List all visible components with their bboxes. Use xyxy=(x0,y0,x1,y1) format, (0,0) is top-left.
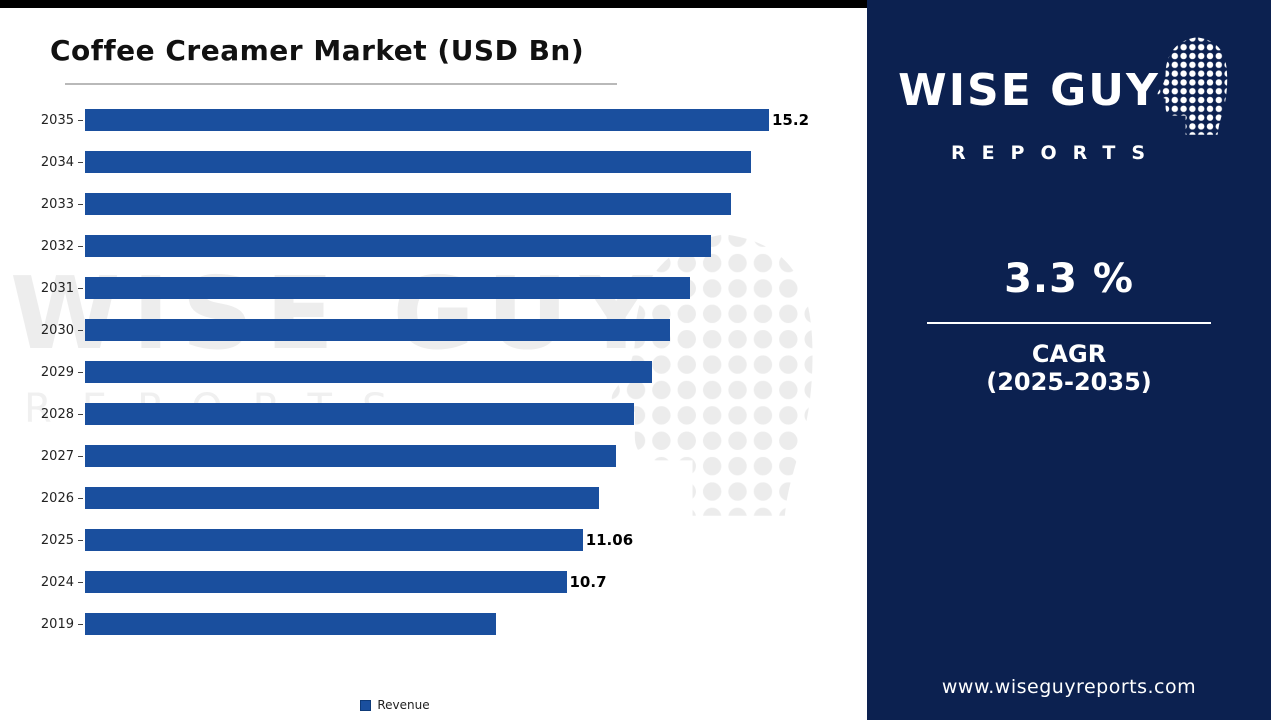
y-axis-tick-label: 2034 xyxy=(40,154,74,170)
brand-subname: REPORTS xyxy=(950,142,1162,164)
bar-track: 11.06 xyxy=(85,529,867,551)
chart-title: Coffee Creamer Market (USD Bn) xyxy=(50,34,585,67)
y-axis-tick-label: 2028 xyxy=(40,406,74,422)
axis-tick xyxy=(78,497,83,499)
axis-tick xyxy=(78,287,83,289)
y-axis-tick-label: 2030 xyxy=(40,322,74,338)
legend-label: Revenue xyxy=(377,698,430,712)
legend: Revenue xyxy=(0,698,790,712)
revenue-bar xyxy=(85,445,616,467)
bar-row: 2033 xyxy=(28,183,867,225)
brand-name: WISE GUY xyxy=(898,64,1160,116)
bar-row: 2030 xyxy=(28,309,867,351)
y-axis-tick-label: 2019 xyxy=(40,616,74,632)
bar-track xyxy=(85,361,867,383)
revenue-bar xyxy=(85,109,769,131)
axis-tick xyxy=(78,245,83,247)
bar-track xyxy=(85,445,867,467)
bar-track xyxy=(85,319,867,341)
bar-track xyxy=(85,193,867,215)
top-strip xyxy=(0,0,867,8)
legend-swatch xyxy=(360,699,372,711)
head-logo-icon xyxy=(1157,37,1228,135)
bar-row: 2024 10.7 xyxy=(28,561,867,603)
brand-logo: WISE GUY REPORTS xyxy=(867,37,1271,164)
bar-row: 2019 xyxy=(28,603,867,645)
y-axis-tick-label: 2025 xyxy=(40,532,74,548)
revenue-bar xyxy=(85,613,497,635)
axis-tick xyxy=(78,413,83,415)
bar-row: 2025 11.06 xyxy=(28,519,867,561)
revenue-bar xyxy=(85,529,583,551)
revenue-bar xyxy=(85,235,711,257)
axis-tick xyxy=(78,161,83,163)
y-axis-tick-label: 2024 xyxy=(40,574,74,590)
chart-panel: Coffee Creamer Market (USD Bn) WISE GUY … xyxy=(0,0,867,712)
bar-value-label: 10.7 xyxy=(569,573,607,591)
bar-track xyxy=(85,403,867,425)
revenue-bar xyxy=(85,403,634,425)
bar-track xyxy=(85,487,867,509)
cagr-block: 3.3 % CAGR (2025-2035) xyxy=(867,256,1271,396)
y-axis-tick-label: 2035 xyxy=(40,112,74,128)
bar-track: 10.7 xyxy=(85,571,867,593)
bar-value-label: 15.2 xyxy=(772,111,810,129)
bar-row: 2027 xyxy=(28,435,867,477)
axis-tick xyxy=(78,539,83,541)
bar-value-label: 11.06 xyxy=(585,531,634,549)
bar-track xyxy=(85,151,867,173)
title-underline xyxy=(65,83,617,85)
cagr-label: CAGR xyxy=(1031,340,1107,368)
revenue-bar xyxy=(85,361,652,383)
revenue-bar xyxy=(85,319,670,341)
cagr-divider xyxy=(927,322,1211,324)
axis-tick xyxy=(78,119,83,121)
plot-area: 2035 15.2 2034 2033 2032 2031 2030 2029 2028 2027… xyxy=(0,99,867,645)
y-axis-tick-label: 2033 xyxy=(40,196,74,212)
brand-panel: WISE GUY REPORTS 3.3 % CAGR (2025-2035) … xyxy=(867,0,1271,720)
bar-row: 2028 xyxy=(28,393,867,435)
axis-tick xyxy=(78,581,83,583)
bar-track: 15.2 xyxy=(85,109,867,131)
revenue-bar xyxy=(85,151,751,173)
y-axis-tick-label: 2031 xyxy=(40,280,74,296)
axis-tick xyxy=(78,455,83,457)
y-axis-tick-label: 2027 xyxy=(40,448,74,464)
bar-track xyxy=(85,235,867,257)
revenue-bar xyxy=(85,193,731,215)
axis-tick xyxy=(78,371,83,373)
bar-row: 2026 xyxy=(28,477,867,519)
cagr-value: 3.3 % xyxy=(1004,256,1134,302)
revenue-bar xyxy=(85,571,567,593)
bar-row: 2034 xyxy=(28,141,867,183)
revenue-bar xyxy=(85,277,691,299)
y-axis-tick-label: 2032 xyxy=(40,238,74,254)
cagr-range: (2025-2035) xyxy=(986,368,1152,396)
bar-row: 2032 xyxy=(28,225,867,267)
y-axis-tick-label: 2029 xyxy=(40,364,74,380)
bar-row: 2029 xyxy=(28,351,867,393)
bar-track xyxy=(85,277,867,299)
axis-tick xyxy=(78,623,83,625)
y-axis-tick-label: 2026 xyxy=(40,490,74,506)
revenue-bar xyxy=(85,487,600,509)
bar-track xyxy=(85,613,867,635)
axis-tick xyxy=(78,329,83,331)
website-url[interactable]: www.wiseguyreports.com xyxy=(941,676,1197,698)
axis-tick xyxy=(78,203,83,205)
bar-row: 2031 xyxy=(28,267,867,309)
bar-row: 2035 15.2 xyxy=(28,99,867,141)
